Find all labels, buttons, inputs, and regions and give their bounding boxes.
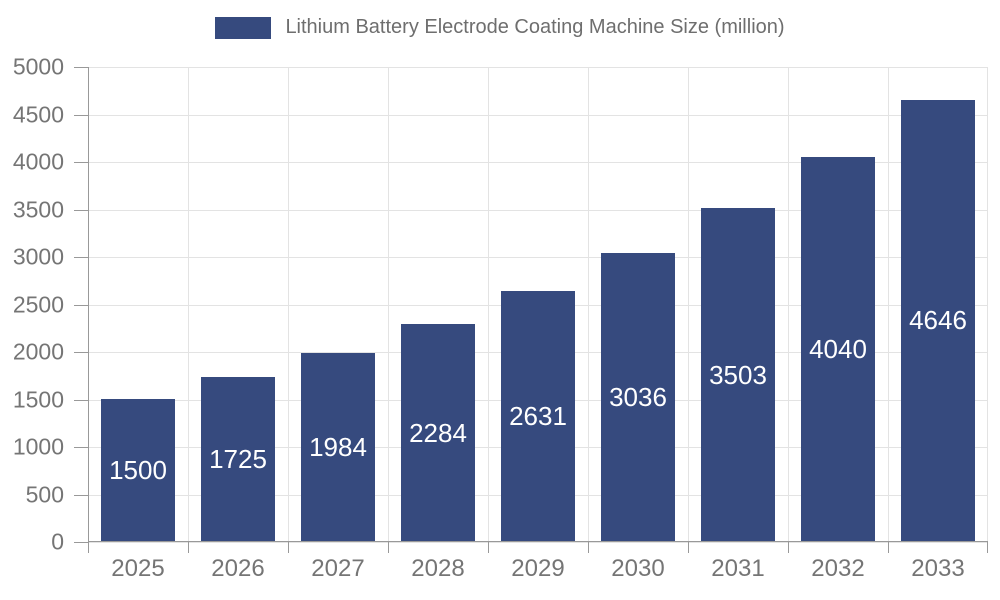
y-axis-label: 3000 <box>12 243 64 270</box>
y-axis-label: 0 <box>51 528 64 555</box>
x-gridline <box>388 67 389 542</box>
bar[interactable]: 3036 <box>601 252 675 541</box>
x-axis-tick <box>688 542 689 553</box>
x-axis-tick <box>288 542 289 553</box>
y-axis-label: 3500 <box>12 196 64 222</box>
x-gridline <box>188 67 189 542</box>
legend-swatch <box>215 16 272 39</box>
y-axis-label: 500 <box>25 481 64 507</box>
bar-value-label: 2284 <box>409 417 467 448</box>
bar[interactable]: 1500 <box>101 398 175 541</box>
x-axis-tick <box>488 542 489 553</box>
x-gridline <box>488 67 489 542</box>
x-axis-label: 2031 <box>711 555 765 582</box>
plot-border-right <box>987 67 988 542</box>
y-axis-tick <box>74 542 88 543</box>
bar-value-label: 2631 <box>509 401 567 432</box>
x-gridline <box>588 67 589 542</box>
x-axis-tick <box>88 542 89 553</box>
x-axis-label: 2029 <box>511 555 565 582</box>
x-axis-line <box>88 541 988 542</box>
y-axis-tick <box>74 304 88 306</box>
x-axis-tick <box>588 542 589 553</box>
x-axis-tick <box>788 542 789 553</box>
bar-value-label: 1984 <box>309 431 367 462</box>
y-axis-tick <box>74 257 88 258</box>
y-axis-tick <box>74 494 88 496</box>
x-axis-label: 2028 <box>411 555 465 582</box>
bar[interactable]: 4040 <box>801 157 875 541</box>
x-gridline <box>288 67 289 542</box>
x-gridline <box>888 67 889 542</box>
y-axis-tick <box>74 162 88 163</box>
y-axis-label: 4500 <box>12 101 64 127</box>
y-gridline <box>88 114 988 116</box>
legend-item[interactable]: Lithium Battery Electrode Coating Machin… <box>0 16 1000 39</box>
y-axis-line <box>88 67 89 542</box>
x-axis-tick <box>888 542 889 553</box>
plot-area: 0 500 1000 1500 2000 2500 3000 3500 4000 4500 5000… <box>13 55 988 581</box>
x-gridline <box>688 67 689 542</box>
bar[interactable]: 2284 <box>401 324 475 541</box>
x-axis-tick <box>987 542 988 553</box>
y-axis-tick <box>74 447 88 448</box>
bar-value-label: 1725 <box>209 444 267 475</box>
bar-value-label: 3036 <box>609 381 667 412</box>
y-axis-tick <box>74 114 88 116</box>
legend-label: Lithium Battery Electrode Coating Machin… <box>285 16 785 38</box>
x-axis-label: 2030 <box>611 555 665 582</box>
x-axis-label: 2025 <box>111 555 165 582</box>
y-axis-label: 5000 <box>12 53 64 80</box>
bar-value-label: 1500 <box>109 454 167 485</box>
y-axis-label: 4000 <box>12 148 64 175</box>
x-axis-label: 2026 <box>211 555 265 582</box>
y-axis-tick <box>74 399 88 401</box>
bar[interactable]: 1984 <box>301 352 375 541</box>
x-axis-label: 2032 <box>811 555 865 582</box>
y-gridline <box>88 162 988 163</box>
y-gridline <box>88 542 988 543</box>
y-axis-tick <box>74 352 88 353</box>
bar-value-label: 4040 <box>809 334 867 365</box>
x-gridline <box>788 67 789 542</box>
x-axis-tick <box>388 542 389 553</box>
y-axis-tick <box>74 209 88 211</box>
y-axis-tick <box>74 67 88 68</box>
y-gridline <box>88 67 988 68</box>
x-axis-label: 2033 <box>911 555 965 582</box>
bar-value-label: 3503 <box>709 359 767 390</box>
y-axis-label: 1500 <box>12 386 64 412</box>
x-axis-tick <box>188 542 189 553</box>
y-axis-label: 2000 <box>12 338 64 365</box>
y-axis-label: 2500 <box>12 291 64 317</box>
x-axis-label: 2027 <box>311 555 365 582</box>
y-axis-label: 1000 <box>12 433 64 460</box>
bar[interactable]: 2631 <box>501 291 575 541</box>
bar[interactable]: 4646 <box>901 99 975 541</box>
bar-value-label: 4646 <box>909 305 967 336</box>
y-gridline <box>88 209 988 211</box>
bar[interactable]: 1725 <box>201 377 275 541</box>
y-gridline <box>88 257 988 258</box>
bar[interactable]: 3503 <box>701 208 775 541</box>
